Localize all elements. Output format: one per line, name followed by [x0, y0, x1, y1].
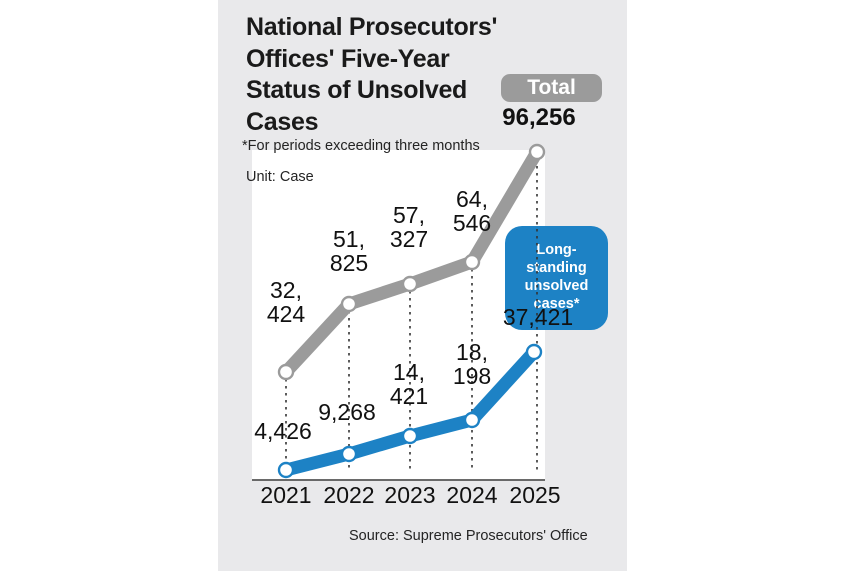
data-label-longstanding-2021: 4,426: [254, 418, 312, 444]
data-label-total-2023: 57, 327: [389, 202, 429, 253]
legend-badge-total: Total: [501, 74, 602, 102]
footnote-text: *For periods exceeding three months: [242, 138, 480, 154]
data-label-longstanding-2025: 37,421: [502, 304, 574, 330]
data-label-longstanding-2023: 14, 421: [389, 359, 429, 410]
data-label-longstanding-2022: 9,268: [318, 399, 376, 425]
page-title: National Prosecutors' Offices' Five-Year…: [246, 13, 498, 136]
unit-label: Unit: Case: [246, 169, 314, 185]
data-label-longstanding-2024: 18, 198: [452, 339, 492, 390]
source-attribution: Source: Supreme Prosecutors' Office: [349, 528, 588, 544]
data-label-total-2025: 96,256: [502, 104, 576, 131]
line-chart: [252, 143, 546, 481]
infographic-panel: National Prosecutors' Offices' Five-Year…: [218, 0, 627, 571]
legend-badge-longstanding: Long-standing unsolved cases*: [505, 226, 608, 330]
x-axis-label-2023: 2023: [384, 482, 436, 508]
data-label-total-2024: 64, 546: [452, 186, 492, 237]
series-markers-total: [277, 143, 546, 381]
x-axis-label-2024: 2024: [446, 482, 498, 508]
plot-area-background: [252, 150, 545, 480]
data-label-total-2021: 32, 424: [266, 277, 306, 328]
x-axis-label-2025: 2025: [509, 482, 561, 508]
x-axis-label-2021: 2021: [260, 482, 312, 508]
x-axis-label-2022: 2022: [323, 482, 375, 508]
series-markers-longstanding: [277, 343, 543, 479]
data-label-total-2022: 51, 825: [329, 226, 369, 277]
